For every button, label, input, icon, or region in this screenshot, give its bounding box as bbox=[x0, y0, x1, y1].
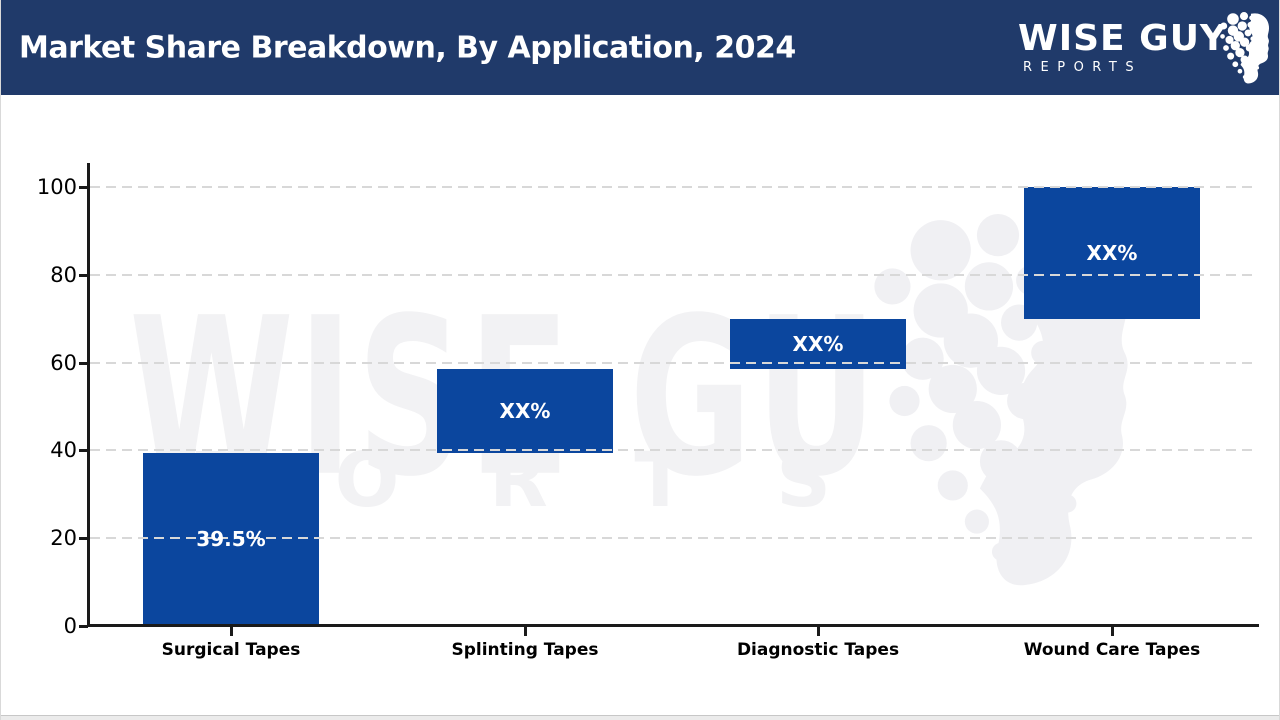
x-axis-category-label: Splinting Tapes bbox=[451, 640, 599, 660]
bar-value-label: XX% bbox=[499, 398, 551, 423]
gridline bbox=[90, 449, 1256, 452]
y-axis-tick bbox=[79, 625, 88, 628]
y-axis-tick bbox=[79, 449, 88, 453]
x-axis-line bbox=[87, 624, 1259, 627]
waterfall-bar bbox=[143, 452, 319, 626]
chart-title: Market Share Breakdown, By Application, … bbox=[19, 30, 796, 65]
y-axis-tick-label: 100 bbox=[36, 175, 77, 199]
logo-subtext: REPORTS bbox=[1022, 59, 1143, 75]
y-axis-tick-label: 20 bbox=[50, 526, 77, 551]
y-axis-line bbox=[87, 163, 90, 627]
bottom-divider bbox=[1, 715, 1279, 720]
waterfall-bar bbox=[730, 318, 906, 370]
gridline bbox=[90, 537, 1256, 540]
y-axis-tick-label: 80 bbox=[50, 262, 77, 287]
x-axis-tick bbox=[230, 627, 233, 636]
gridline bbox=[90, 361, 1256, 364]
header-bar: Market Share Breakdown, By Application, … bbox=[1, 0, 1279, 95]
x-axis-category-label: Wound Care Tapes bbox=[1023, 640, 1201, 660]
wise-guy-reports-logo: WISE GUY REPORTS bbox=[1018, 5, 1273, 90]
y-axis-tick bbox=[79, 273, 88, 277]
bar-value-label: XX% bbox=[1086, 240, 1138, 265]
waterfall-bar bbox=[1024, 187, 1200, 319]
bar-value-label: XX% bbox=[792, 331, 844, 356]
bar-value-label: 39.5% bbox=[196, 527, 266, 552]
x-axis-category-label: Surgical Tapes bbox=[161, 640, 301, 660]
y-axis-tick-label: 60 bbox=[50, 350, 77, 375]
x-axis-tick bbox=[1111, 627, 1114, 636]
logo-face-icon bbox=[1220, 11, 1270, 83]
logo-wordmark-block: WISE GUY REPORTS bbox=[1017, 17, 1227, 75]
logo-wordmark: WISE GUY bbox=[1017, 17, 1227, 59]
y-axis-tick-label: 40 bbox=[50, 438, 77, 463]
y-axis-tick-label: 0 bbox=[63, 614, 77, 638]
gridline bbox=[90, 273, 1256, 276]
y-axis-tick bbox=[79, 361, 88, 365]
gridline bbox=[90, 186, 1256, 188]
x-axis-tick bbox=[524, 627, 527, 636]
x-axis-tick bbox=[817, 627, 820, 636]
waterfall-bar bbox=[437, 369, 613, 453]
y-axis-tick bbox=[79, 186, 88, 189]
x-axis-category-label: Diagnostic Tapes bbox=[736, 640, 900, 660]
y-axis-tick bbox=[79, 537, 88, 541]
